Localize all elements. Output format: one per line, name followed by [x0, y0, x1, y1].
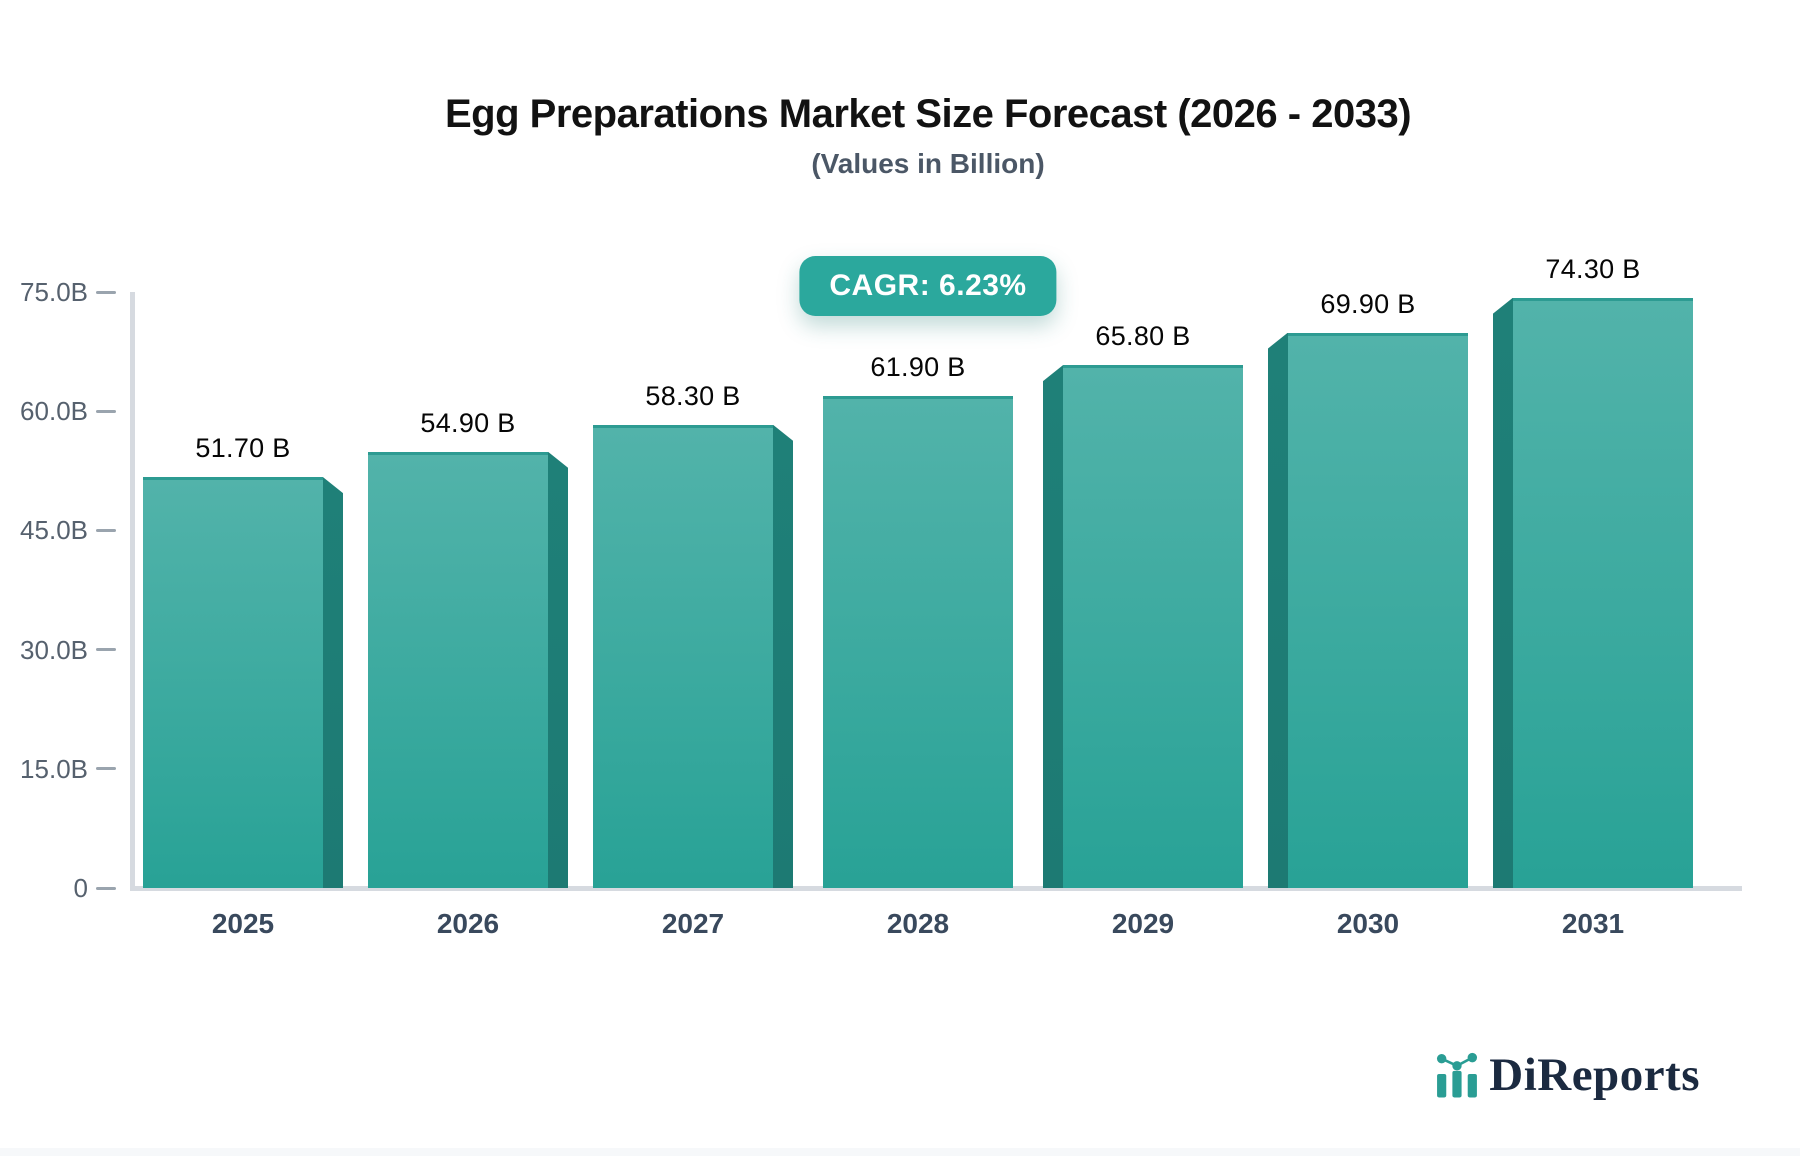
y-axis-line	[130, 292, 135, 890]
chart-subtitle: (Values in Billion)	[811, 148, 1045, 179]
bar	[143, 477, 323, 888]
bar-value-label: 58.30 B	[645, 380, 741, 411]
bar	[593, 424, 773, 888]
bar-value-label: 74.30 B	[1545, 253, 1641, 284]
logo-text: DiReports	[1489, 1049, 1700, 1101]
x-axis-label: 2027	[661, 908, 725, 939]
y-axis-tick	[96, 528, 116, 532]
bar-3d-side	[548, 451, 568, 888]
bar	[368, 451, 548, 888]
y-axis-label: 0	[73, 873, 88, 903]
bar-value-label: 65.80 B	[1095, 321, 1191, 352]
direports-logo: DiReports	[1434, 1048, 1700, 1102]
x-axis-line	[130, 886, 1742, 891]
y-axis-tick	[96, 409, 116, 413]
bar-3d-side	[1493, 297, 1513, 888]
bar	[1288, 332, 1468, 888]
bar-value-label: 54.90 B	[420, 407, 516, 438]
bar-3d-side	[323, 477, 343, 888]
cagr-badge: CAGR: 6.23%	[799, 256, 1057, 316]
x-axis-label: 2028	[886, 908, 950, 939]
bar	[823, 396, 1013, 888]
bar-3d-side	[773, 424, 793, 888]
y-axis-label: 60.0B	[20, 396, 88, 427]
bar	[1063, 365, 1243, 888]
x-axis-label: 2025	[211, 908, 275, 939]
y-axis-tick	[96, 886, 116, 890]
mini-bar-chart-icon	[1434, 1048, 1481, 1102]
x-axis-label: 2029	[1111, 908, 1175, 939]
y-axis-tick	[96, 290, 116, 294]
bar-3d-side	[1043, 365, 1063, 888]
x-axis-label: 2030	[1336, 908, 1400, 939]
x-axis-label: 2026	[436, 908, 500, 939]
y-axis-label: 15.0B	[20, 753, 88, 784]
x-axis-label: 2031	[1561, 908, 1625, 939]
bar-value-label: 51.70 B	[195, 433, 291, 464]
y-axis-label: 45.0B	[20, 515, 88, 546]
y-axis-label: 75.0B	[20, 277, 88, 307]
bar-3d-side	[1268, 332, 1288, 888]
y-axis-tick	[96, 648, 116, 652]
bar-value-label: 61.90 B	[870, 352, 966, 383]
y-axis-label: 30.0B	[20, 634, 88, 665]
chart-title: Egg Preparations Market Size Forecast (2…	[444, 92, 1412, 136]
bar-value-label: 69.90 B	[1320, 288, 1416, 319]
bar	[1513, 297, 1693, 888]
page-bottom-strip	[0, 1148, 1800, 1156]
y-axis-tick	[96, 767, 116, 771]
